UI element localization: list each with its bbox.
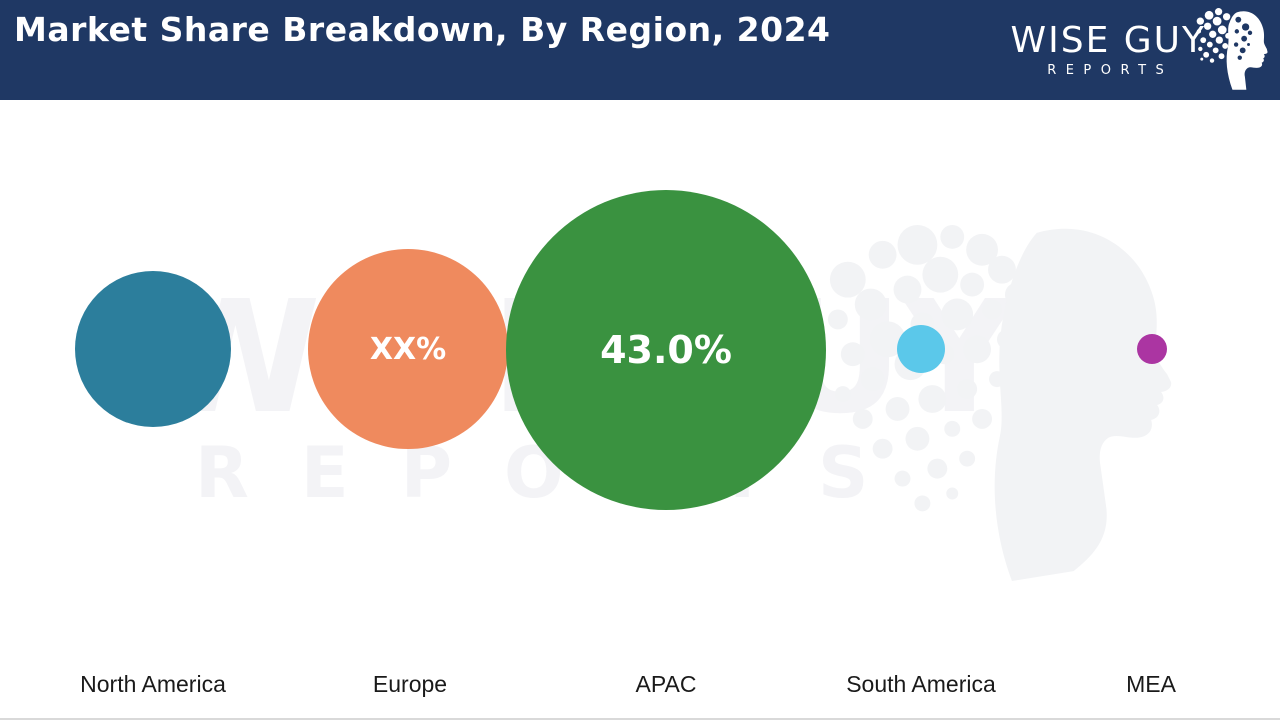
bubble-europe: XX% (308, 249, 508, 449)
bubble-north-america (75, 271, 231, 427)
category-label-south-america: South America (846, 671, 996, 697)
category-label-north-america: North America (80, 671, 226, 697)
category-label-mea: MEA (1126, 671, 1176, 697)
bubble-value-europe: XX% (369, 331, 447, 367)
bubble-mea (1137, 334, 1167, 364)
category-label-apac: APAC (635, 671, 697, 697)
bottom-divider (0, 718, 1280, 720)
page-title: Market Share Breakdown, By Region, 2024 (14, 10, 831, 49)
bubble-apac: 43.0% (506, 190, 826, 510)
bubble-south-america (897, 325, 945, 373)
header-bar: Market Share Breakdown, By Region, 2024 … (0, 0, 1280, 100)
logo-text: WISE GUY REPORTS (1011, 22, 1207, 78)
bubble-value-apac: 43.0% (600, 328, 732, 372)
category-label-europe: Europe (372, 671, 448, 697)
logo-tagline: REPORTS (1047, 62, 1174, 78)
wiseguy-logo: WISE GUY REPORTS (1011, 8, 1271, 92)
watermark-head-icon (827, 224, 1172, 582)
wiseguy-head-icon (1196, 8, 1268, 90)
logo-name: WISE GUY (1010, 20, 1206, 62)
